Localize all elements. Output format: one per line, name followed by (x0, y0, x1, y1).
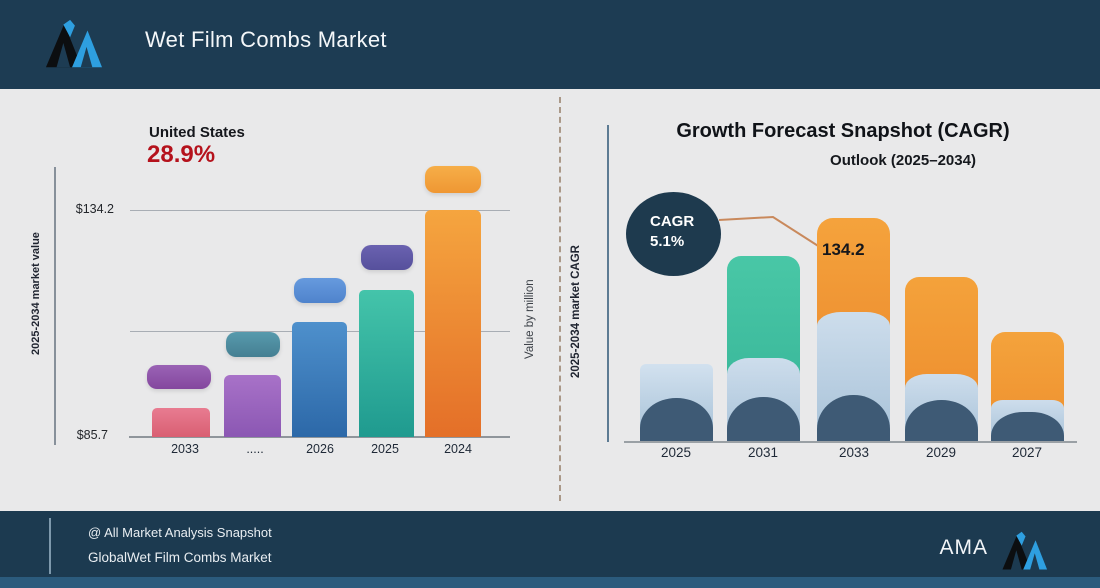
bar-2025 (359, 290, 414, 437)
float-segment-2025 (361, 245, 413, 270)
float-segment-2024 (425, 166, 481, 193)
content-area: United States 28.9% 2025-2034 market val… (0, 89, 1100, 511)
value-by-million-label: Value by million (524, 279, 536, 359)
page-title: Wet Film Combs Market (145, 27, 387, 52)
right-x-label-2029: 2029 (925, 445, 957, 460)
left-x-label-2033: 2033 (171, 442, 199, 456)
footer-accent-strip (0, 577, 1100, 588)
cagr-badge-value: 5.1% (650, 232, 685, 250)
right-chart-y-axis (607, 125, 609, 442)
left-chart-region-label: United States (149, 124, 245, 141)
right-chart-x-axis (624, 441, 1077, 443)
right-chart-subtitle: Outlook (2025–2034) (830, 152, 976, 169)
bar-2024 (425, 210, 481, 437)
left-chart-tick-bottom: $85.7 (76, 428, 108, 442)
float-segment-2033 (147, 365, 211, 389)
footer-brand-text: AMA (939, 536, 988, 559)
bar-2031-navy (727, 397, 800, 441)
bar-2033-navy (817, 395, 890, 441)
bar-2029-navy (905, 400, 978, 441)
right-x-label-2027: 2027 (1011, 445, 1043, 460)
right-x-label-2025: 2025 (660, 445, 692, 460)
right-chart-title: Growth Forecast Snapshot (CAGR) (676, 120, 1010, 142)
left-x-label-dots: ..... (246, 442, 264, 456)
right-chart-y-axis-label: 2025-2034 market CAGR (570, 245, 582, 378)
left-chart-cagr-value: 28.9% (147, 141, 216, 168)
bar-2025-navy (640, 398, 713, 441)
ama-logo-icon (45, 19, 102, 68)
left-x-label-2026: 2026 (306, 442, 334, 456)
left-chart-y-axis-label: 2025-2034 market value (30, 232, 42, 356)
footer-divider-line (49, 518, 51, 574)
bar-dots (224, 375, 281, 437)
cagr-badge: CAGR 5.1% (626, 192, 721, 276)
bar-2027-navy (991, 412, 1064, 441)
float-segment-2026 (294, 278, 346, 303)
left-chart-y-axis (54, 167, 56, 445)
bar-2026 (292, 322, 347, 437)
float-segment-dots (226, 332, 280, 357)
left-x-label-2024: 2024 (444, 442, 472, 456)
left-chart-gridline-top (130, 210, 510, 211)
cagr-badge-label: CAGR (650, 213, 695, 230)
footer-bar: @ All Market Analysis Snapshot GlobalWet… (0, 511, 1100, 588)
right-x-label-2031: 2031 (747, 445, 779, 460)
footer-text-snapshot: @ All Market Analysis Snapshot (88, 525, 272, 540)
panel-divider (559, 97, 561, 501)
bar-2033 (152, 408, 210, 437)
bar-2033-value-annotation: 134.2 (822, 240, 865, 259)
left-chart-x-axis (129, 436, 510, 438)
footer-ama-logo-icon (1002, 531, 1048, 570)
footer-text-market: GlobalWet Film Combs Market (88, 550, 272, 565)
right-x-label-2033: 2033 (838, 445, 870, 460)
left-chart-tick-top: $134.2 (75, 202, 114, 216)
header-bar: Wet Film Combs Market (0, 0, 1100, 89)
left-x-label-2025: 2025 (371, 442, 399, 456)
